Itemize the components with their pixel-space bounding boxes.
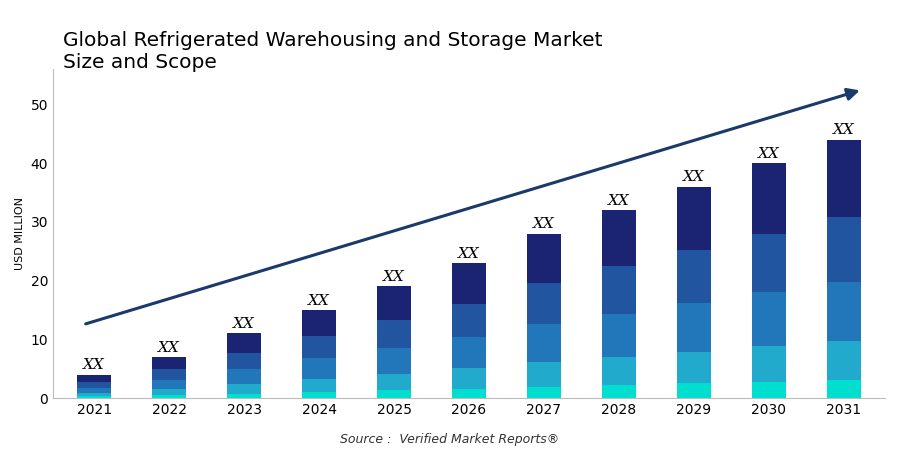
Bar xyxy=(527,324,561,362)
Bar xyxy=(152,395,186,398)
Bar xyxy=(677,187,711,250)
Bar xyxy=(827,380,860,398)
Bar xyxy=(827,282,860,341)
Bar xyxy=(677,383,711,398)
Bar xyxy=(377,390,411,398)
Bar xyxy=(602,266,635,314)
Bar xyxy=(527,387,561,398)
Bar xyxy=(77,396,111,398)
Bar xyxy=(302,379,336,392)
Bar xyxy=(677,303,711,351)
Bar xyxy=(677,250,711,303)
Bar xyxy=(827,341,860,380)
Text: XX: XX xyxy=(158,341,180,355)
Text: Global Refrigerated Warehousing and Storage Market
Size and Scope: Global Refrigerated Warehousing and Stor… xyxy=(63,32,602,72)
Bar xyxy=(302,359,336,379)
Bar xyxy=(677,351,711,383)
Bar xyxy=(152,369,186,380)
Bar xyxy=(302,310,336,337)
Bar xyxy=(228,394,261,398)
Bar xyxy=(602,357,635,385)
Text: XX: XX xyxy=(84,358,105,372)
Bar xyxy=(452,338,486,369)
Bar xyxy=(527,234,561,283)
Bar xyxy=(602,210,635,266)
Bar xyxy=(452,389,486,398)
Bar xyxy=(77,387,111,393)
Bar xyxy=(452,303,486,338)
Bar xyxy=(228,353,261,369)
Bar xyxy=(827,217,860,282)
Bar xyxy=(152,357,186,369)
Bar xyxy=(527,362,561,387)
Bar xyxy=(152,380,186,389)
Text: XX: XX xyxy=(458,247,480,261)
Text: XX: XX xyxy=(832,123,855,137)
Bar xyxy=(228,333,261,353)
Bar xyxy=(752,346,786,382)
Bar xyxy=(752,382,786,398)
Bar xyxy=(452,369,486,389)
Bar xyxy=(602,314,635,357)
Bar xyxy=(752,163,786,234)
Bar xyxy=(77,393,111,396)
Bar xyxy=(377,287,411,320)
Bar xyxy=(77,375,111,382)
Text: XX: XX xyxy=(533,217,554,231)
Y-axis label: USD MILLION: USD MILLION xyxy=(15,197,25,270)
Bar xyxy=(452,263,486,303)
Bar xyxy=(752,234,786,292)
Text: XX: XX xyxy=(233,317,255,331)
Bar xyxy=(602,385,635,398)
Bar xyxy=(377,320,411,348)
Bar xyxy=(377,348,411,374)
Bar xyxy=(302,337,336,359)
Bar xyxy=(827,140,860,217)
Bar xyxy=(152,389,186,395)
Bar xyxy=(228,384,261,394)
Text: XX: XX xyxy=(308,294,330,308)
Bar xyxy=(77,382,111,387)
Bar xyxy=(302,392,336,398)
Text: Source :  Verified Market Reports®: Source : Verified Market Reports® xyxy=(340,432,560,446)
Text: XX: XX xyxy=(683,170,705,184)
Text: XX: XX xyxy=(383,270,405,284)
Text: XX: XX xyxy=(608,194,630,208)
Bar xyxy=(377,374,411,390)
Text: XX: XX xyxy=(758,147,779,161)
Bar xyxy=(228,369,261,384)
Bar xyxy=(752,292,786,346)
Bar xyxy=(527,283,561,324)
